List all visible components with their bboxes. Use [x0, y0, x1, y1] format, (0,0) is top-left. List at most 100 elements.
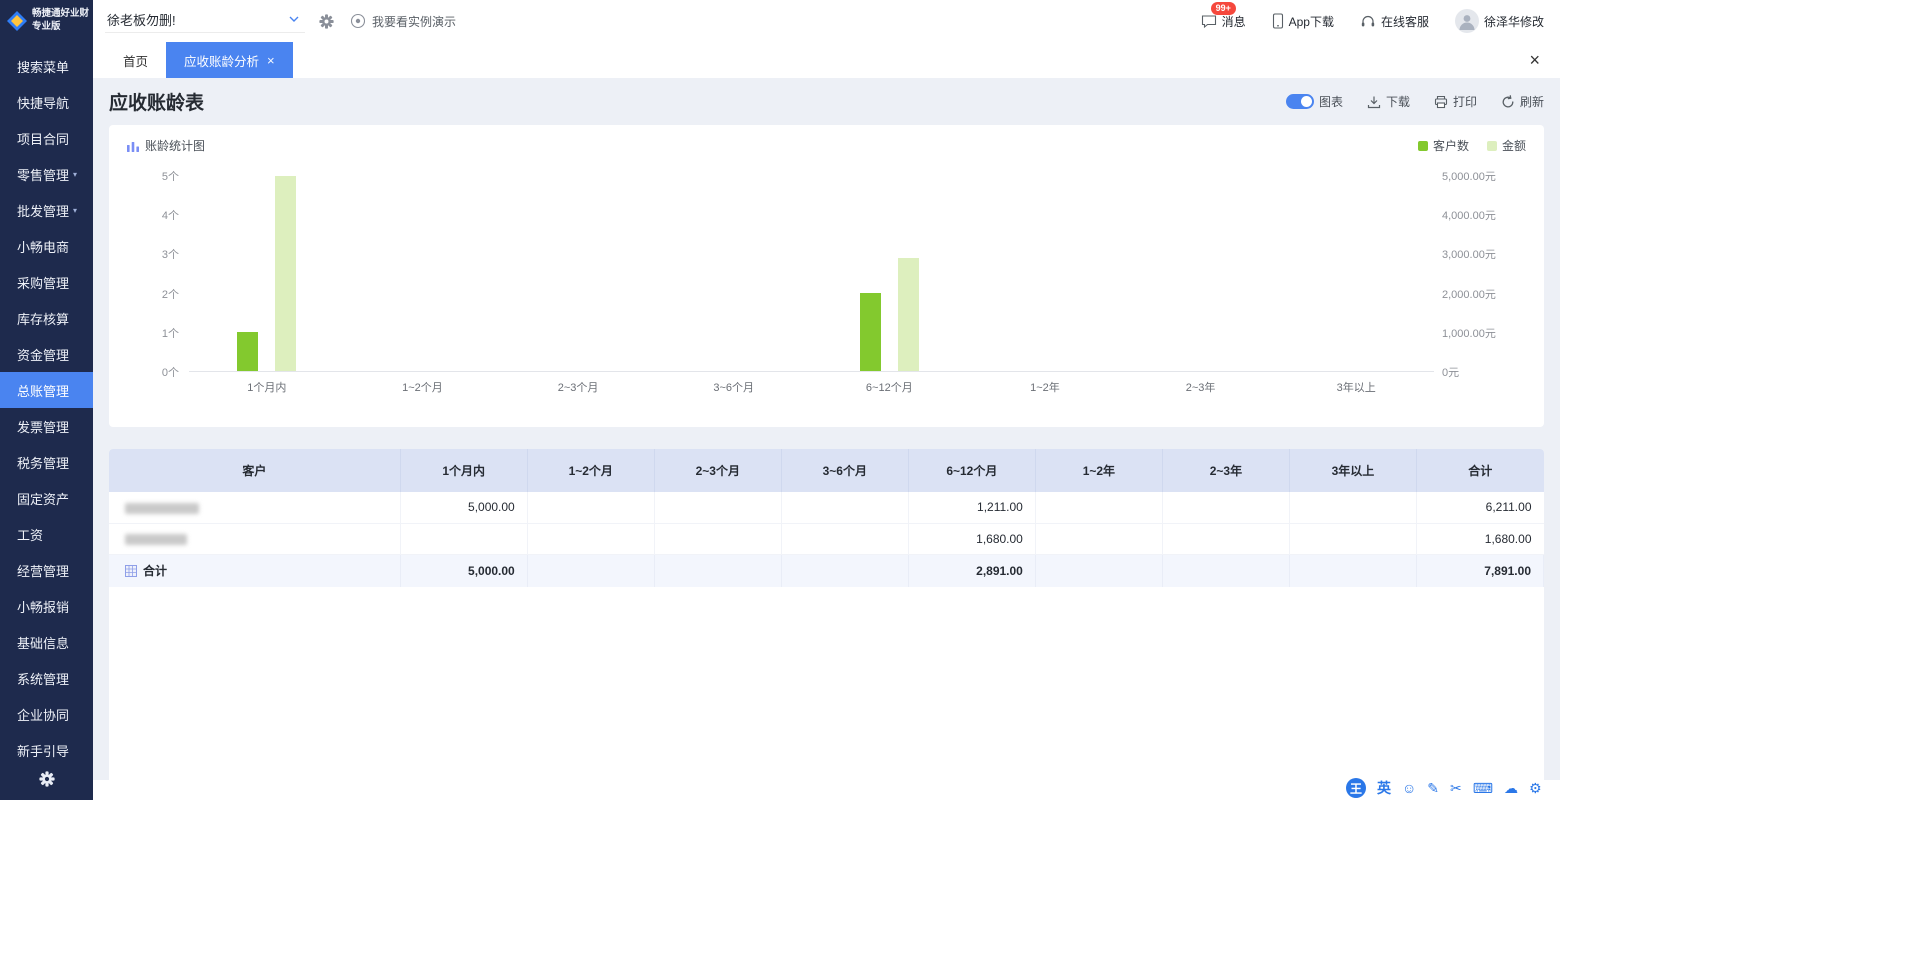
sidebar-item[interactable]: 搜索菜单: [0, 48, 93, 84]
sidebar-item-label: 搜索菜单: [17, 59, 70, 75]
chart-toggle[interactable]: 图表: [1285, 93, 1343, 110]
sidebar-item[interactable]: 零售管理 ▾: [0, 156, 93, 192]
chart-plot: [189, 176, 1434, 372]
ime-scissors-icon[interactable]: ✂: [1450, 780, 1462, 796]
sidebar-item-label: 快捷导航: [17, 95, 70, 111]
amount-cell: [527, 523, 655, 555]
aging-table-card: 客户 1个月内 1~2个月 2~3个月 3~6个月 6~12个月 1~2年 2~3年 3年以上合…: [109, 449, 1544, 780]
total-amount-cell: [1035, 554, 1163, 587]
tab-home[interactable]: 首页: [105, 42, 166, 78]
total-amount-cell: 5,000.00: [400, 554, 528, 587]
bar-customer-count[interactable]: [859, 293, 881, 371]
download-icon: [1367, 96, 1381, 108]
x-axis-label: 3年以上: [1336, 382, 1376, 394]
column-header: 1~2年: [1035, 449, 1163, 492]
sidebar-item-label: 库存核算: [17, 311, 70, 327]
tab-bar: 首页 应收账龄分析 × ×: [93, 42, 1560, 78]
sidebar-item[interactable]: 经营管理: [0, 552, 93, 588]
download-label: 下载: [1385, 95, 1410, 109]
sidebar-item[interactable]: 工资: [0, 516, 93, 552]
legend-item[interactable]: 金额: [1486, 137, 1526, 154]
sidebar-item[interactable]: 批发管理 ▾: [0, 192, 93, 228]
sidebar-item[interactable]: 发票管理: [0, 408, 93, 444]
print-label: 打印: [1452, 95, 1477, 109]
refresh-label: 刷新: [1519, 95, 1544, 109]
right-axis-tick: 0元: [1442, 367, 1460, 379]
total-row: 合计 5,000.00 2,891.00 7,891.00: [109, 554, 1544, 587]
bar-group: [500, 176, 656, 371]
user-menu[interactable]: 徐泽华修改: [1454, 9, 1544, 33]
sidebar-item[interactable]: 税务管理: [0, 444, 93, 480]
support-button[interactable]: 在线客服: [1360, 13, 1429, 30]
gear-icon[interactable]: [319, 13, 334, 29]
sidebar-item[interactable]: 新手引导: [0, 732, 93, 759]
bar-group: [656, 176, 812, 371]
total-amount-cell: [1289, 554, 1417, 587]
total-amount-cell: [781, 554, 909, 587]
app-download-label: App下载: [1288, 14, 1334, 29]
ime-settings-icon[interactable]: ⚙: [1528, 780, 1542, 796]
right-axis-tick: 2,000.00元: [1442, 288, 1496, 301]
amount-cell: [400, 523, 528, 555]
ime-emoji-icon[interactable]: ☺: [1402, 780, 1417, 796]
amount-cell: 5,000.00: [400, 492, 528, 524]
sidebar-item[interactable]: 企业协同: [0, 696, 93, 732]
amount-cell: 1,680.00: [908, 523, 1036, 555]
table-row[interactable]: 1,680.00 1,680.00: [109, 523, 1544, 555]
sidebar-item[interactable]: 项目合同: [0, 120, 93, 156]
column-header: 合计: [1416, 449, 1544, 492]
toolbar: 图表 下载 打印 刷新: [1285, 93, 1544, 110]
ime-cloud-icon[interactable]: ☁: [1503, 780, 1518, 796]
sidebar-item[interactable]: 小畅电商: [0, 228, 93, 264]
amount-cell: [1289, 523, 1417, 555]
chevron-down-icon: ▾: [73, 205, 78, 215]
toggle-switch-icon[interactable]: [1285, 94, 1314, 109]
column-header: 客户: [109, 449, 401, 492]
right-axis-tick: 3,000.00元: [1442, 249, 1496, 262]
sidebar-item-label: 工资: [17, 527, 44, 543]
column-header: 2~3年: [1162, 449, 1290, 492]
messages-button[interactable]: 99+ 消息: [1201, 1, 1246, 30]
left-axis-tick: 4个: [161, 210, 179, 223]
close-icon[interactable]: ×: [267, 52, 275, 68]
settings-gear-icon[interactable]: [38, 771, 55, 787]
sidebar-item-label: 基础信息: [17, 635, 70, 651]
column-header: 1个月内: [400, 449, 528, 492]
bar-amount[interactable]: [897, 258, 919, 371]
demo-link[interactable]: 我要看实例演示: [350, 13, 456, 30]
legend-item[interactable]: 客户数: [1417, 137, 1469, 154]
ime-keyboard-icon[interactable]: ⌨: [1472, 780, 1493, 796]
ime-language-indicator[interactable]: 英: [1377, 780, 1391, 796]
bar-amount[interactable]: [275, 176, 297, 371]
sidebar-item[interactable]: 系统管理: [0, 660, 93, 696]
left-axis-tick: 3个: [161, 249, 179, 262]
table-row[interactable]: 5,000.00 1,211.00 6,211.00: [109, 492, 1544, 524]
bar-customer-count[interactable]: [237, 332, 259, 371]
total-amount-cell: 7,891.00: [1416, 554, 1544, 587]
print-button[interactable]: 打印: [1434, 93, 1477, 110]
company-select[interactable]: 徐老板勿删!: [105, 10, 305, 33]
bar-group: [1123, 176, 1279, 371]
sidebar-item[interactable]: 资金管理: [0, 336, 93, 372]
tab-receivable-aging-analysis[interactable]: 应收账龄分析 ×: [166, 42, 293, 78]
sidebar-item[interactable]: 总账管理: [0, 372, 93, 408]
brand-diamond-icon: [7, 11, 27, 31]
sidebar-item[interactable]: 库存核算: [0, 300, 93, 336]
ime-pen-icon[interactable]: ✎: [1427, 780, 1440, 796]
refresh-button[interactable]: 刷新: [1501, 93, 1544, 110]
sidebar-item-label: 税务管理: [17, 455, 70, 471]
sidebar-item[interactable]: 固定资产: [0, 480, 93, 516]
download-button[interactable]: 下载: [1367, 93, 1410, 110]
close-icon[interactable]: ×: [1529, 50, 1540, 70]
sidebar-item[interactable]: 小畅报销: [0, 588, 93, 624]
app-download-button[interactable]: App下载: [1272, 13, 1334, 30]
chevron-down-icon: ▾: [73, 169, 78, 179]
avatar: [1454, 9, 1479, 33]
amount-cell: [781, 492, 909, 524]
ime-logo-icon[interactable]: 王: [1346, 778, 1366, 798]
sidebar-item[interactable]: 采购管理: [0, 264, 93, 300]
sidebar-item[interactable]: 基础信息: [0, 624, 93, 660]
chart-legend: 客户数 金额: [1417, 137, 1526, 154]
amount-cell: 1,211.00: [908, 492, 1036, 524]
sidebar-item[interactable]: 快捷导航: [0, 84, 93, 120]
